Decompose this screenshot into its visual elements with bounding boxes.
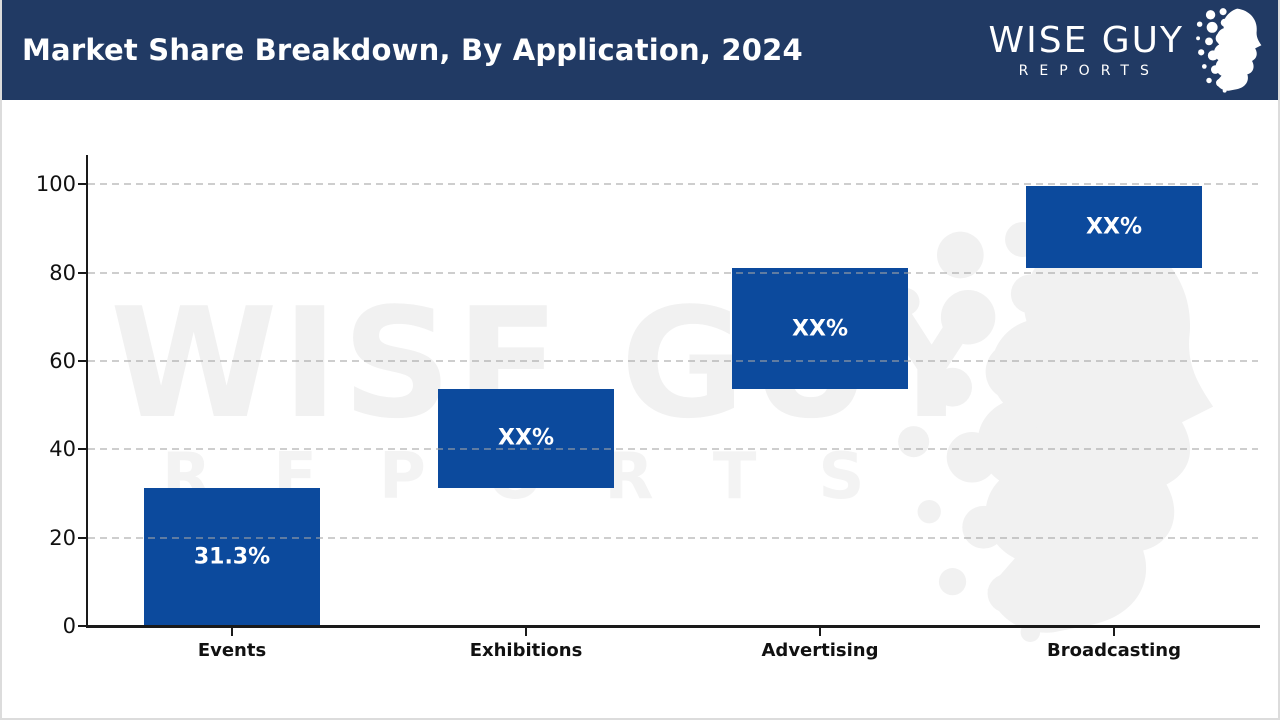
y-tick-mark — [78, 448, 86, 451]
watermark-dotted-head — [888, 221, 1214, 642]
dotted-head-icon — [1196, 8, 1262, 93]
y-tick-label: 80 — [49, 260, 76, 285]
y-tick-label: 60 — [49, 348, 76, 373]
y-tick-label: 40 — [49, 437, 76, 462]
y-axis-spine — [86, 155, 88, 628]
x-category-label: Broadcasting — [1047, 640, 1181, 661]
bar-exhibitions — [438, 389, 614, 488]
y-tick-mark — [78, 536, 86, 539]
bar-value-label: XX% — [1086, 214, 1142, 240]
gridline-20 — [88, 536, 1258, 539]
bar-events — [144, 487, 320, 626]
y-tick-mark — [78, 271, 86, 274]
x-category-label: Exhibitions — [469, 640, 583, 661]
y-tick-mark — [78, 625, 86, 627]
x-category-label: Advertising — [761, 640, 879, 661]
header: Market Share Breakdown, By Application, … — [2, 0, 1278, 100]
wise-guy-reports-logo: WISE GUY REPORTS — [989, 7, 1267, 93]
logo-subtitle: REPORTS — [1018, 62, 1160, 79]
bar-value-label: 31.3% — [193, 544, 271, 570]
gridline-100 — [88, 183, 1258, 186]
bar-value-label: XX% — [498, 425, 554, 451]
gridline-60 — [88, 359, 1258, 362]
logo-wordmark: WISE GUY — [988, 19, 1184, 61]
x-tick-mark — [819, 628, 821, 636]
x-category-label: Events — [197, 640, 267, 661]
chart-title: Market Share Breakdown, By Application, … — [22, 33, 803, 67]
y-tick-label: 0 — [62, 614, 76, 638]
gridline-40 — [88, 448, 1258, 451]
plot-area: WISE GUY REPORTS 31.3 — [2, 100, 1278, 718]
x-tick-mark — [1113, 628, 1115, 636]
bar-advertising — [732, 268, 908, 390]
x-tick-mark — [231, 628, 233, 636]
x-axis-spine — [86, 625, 1260, 628]
y-tick-label: 20 — [49, 525, 76, 550]
y-tick-mark — [78, 359, 86, 362]
gridline-80 — [88, 271, 1258, 274]
y-tick-mark — [78, 183, 86, 186]
bar-value-label: XX% — [792, 316, 848, 342]
x-tick-mark — [525, 628, 527, 636]
y-tick-label: 100 — [35, 172, 76, 197]
logo-text: WISE GUY REPORTS — [988, 19, 1185, 79]
